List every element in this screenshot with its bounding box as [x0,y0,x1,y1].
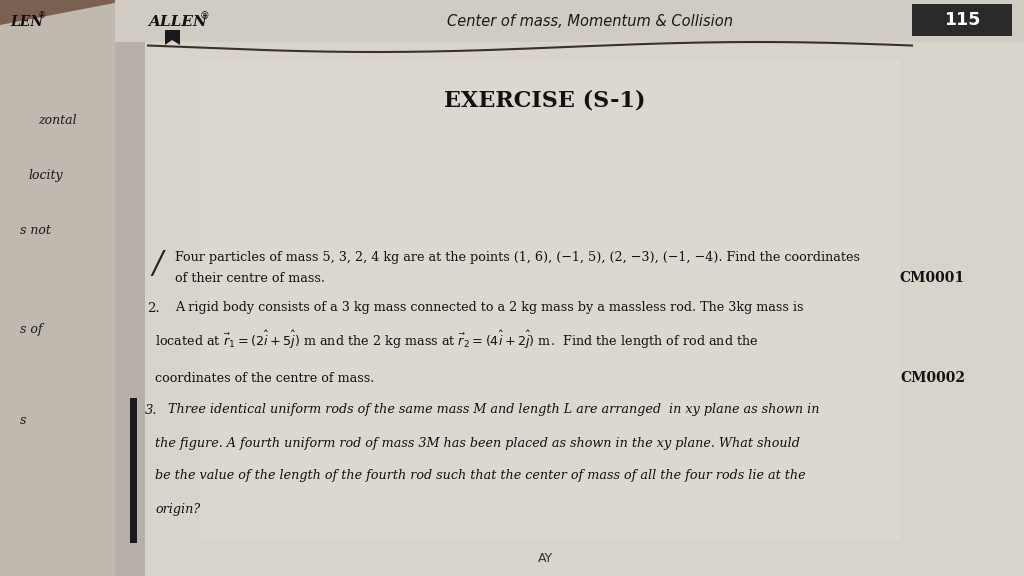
Text: ®: ® [38,12,46,21]
Text: located at $\vec{r}_1 = (2\hat{i} + 5\hat{j})$ m and the 2 kg mass at $\vec{r}_2: located at $\vec{r}_1 = (2\hat{i} + 5\ha… [155,329,759,351]
Polygon shape [115,0,145,576]
Polygon shape [0,0,130,576]
Text: CM0001: CM0001 [900,271,965,285]
FancyBboxPatch shape [912,4,1012,36]
Text: be the value of the length of the fourth rod such that the center of mass of all: be the value of the length of the fourth… [155,469,806,483]
Text: s not: s not [20,223,51,237]
Text: 3.: 3. [144,404,158,416]
Polygon shape [115,0,1024,576]
Text: Three identical uniform rods of the same mass M and length L are arranged  in xy: Three identical uniform rods of the same… [168,404,819,416]
Text: 2.: 2. [146,301,160,314]
Text: 115: 115 [944,11,980,29]
FancyBboxPatch shape [200,60,900,540]
Text: LEN: LEN [10,15,43,29]
Text: EXERCISE (S-1): EXERCISE (S-1) [444,89,646,111]
Text: CM0002: CM0002 [900,371,965,385]
Polygon shape [165,30,180,45]
Text: AY: AY [538,551,553,564]
Text: Center of mass, Momentum & Collision: Center of mass, Momentum & Collision [447,14,733,29]
Text: Four particles of mass 5, 3, 2, 4 kg are at the points (1, 6), (−1, 5), (2, −3),: Four particles of mass 5, 3, 2, 4 kg are… [175,252,860,264]
Text: ®: ® [200,11,210,21]
Text: s: s [20,414,27,426]
Text: ALLEN: ALLEN [148,15,207,29]
FancyBboxPatch shape [130,398,137,543]
Text: locity: locity [28,169,62,181]
Text: zontal: zontal [38,113,77,127]
Text: of their centre of mass.: of their centre of mass. [175,271,325,285]
FancyBboxPatch shape [115,0,1024,42]
Text: origin?: origin? [155,502,201,516]
Text: /: / [153,249,163,281]
Text: coordinates of the centre of mass.: coordinates of the centre of mass. [155,372,375,385]
Text: the figure. A fourth uniform rod of mass 3M has been placed as shown in the xy p: the figure. A fourth uniform rod of mass… [155,437,800,449]
Text: A rigid body consists of a 3 kg mass connected to a 2 kg mass by a massless rod.: A rigid body consists of a 3 kg mass con… [175,301,804,314]
Text: s of: s of [20,324,43,336]
